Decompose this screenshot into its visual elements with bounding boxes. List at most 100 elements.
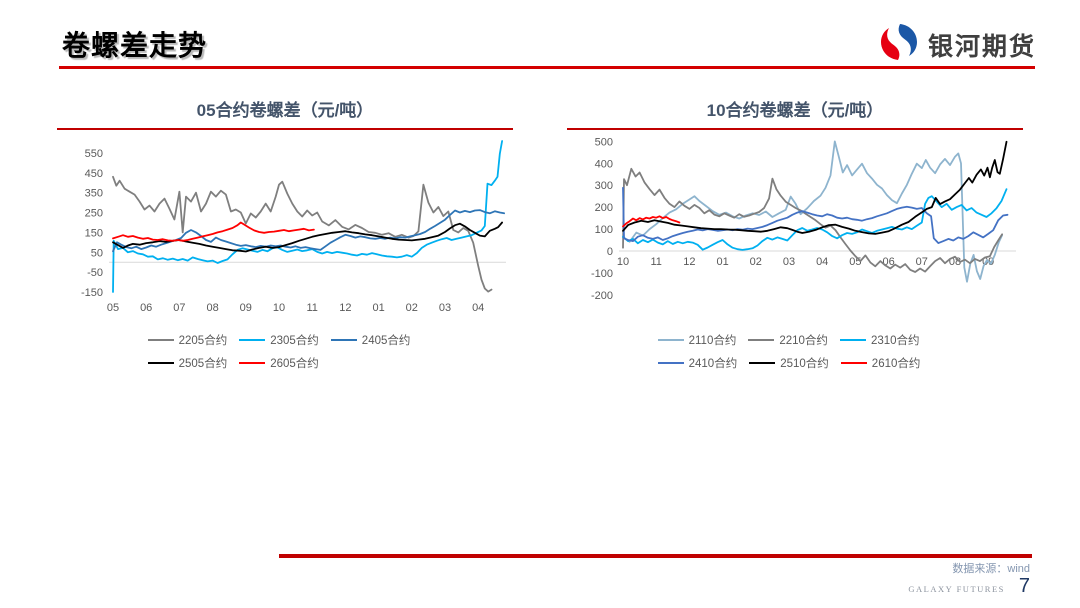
legend-item-2505: 2505合约	[147, 355, 228, 371]
brand-name: 银河期货	[927, 32, 1036, 61]
legend-swatch-2310	[839, 339, 866, 341]
x-tick-label: 06	[140, 302, 152, 314]
chart-title-rule-05	[57, 128, 513, 130]
legend-swatch-2110	[657, 339, 684, 341]
chart-card-05: 05合约卷螺差（元/吨） 550 450 350 250 150 50 -50 -150 05 0…	[57, 96, 513, 378]
y-tick-label: 100	[595, 224, 613, 236]
y-tick-label: -150	[81, 287, 103, 299]
chart-title-10: 10合约卷螺差（元/吨）	[706, 101, 884, 120]
series-line-2110	[622, 140, 1004, 283]
y-tick-label: -50	[87, 267, 103, 279]
legend-row: 2110合约 2210合约 2310合约	[657, 332, 933, 348]
legend-label: 2305合约	[270, 335, 319, 347]
y-tick-label: 400	[595, 158, 613, 170]
legend-item-2210: 2210合约	[748, 332, 828, 348]
legend-swatch-2210	[748, 339, 775, 341]
legend-swatch-2505	[147, 362, 174, 364]
legend-10: 2110合约 2210合约 2310合约 2410合约 2510合约 2610合约	[657, 332, 933, 371]
legend-label: 2505合约	[178, 358, 228, 370]
y-tick-label: 200	[595, 202, 613, 214]
legend-label: 2510合约	[780, 358, 829, 370]
series-line-2410	[622, 186, 1009, 244]
spread-chart-10: 500 400 300 200 100 0 -100 -200 10 11 12 01 02 03 04 05…	[591, 136, 1016, 302]
x-tick-label: 02	[406, 302, 418, 314]
y-tick-label: 350	[85, 188, 103, 200]
logo-red-swirl	[880, 28, 900, 60]
footer-rule	[279, 554, 1032, 558]
legend-swatch-2410	[657, 362, 684, 364]
x-tick-label: 11	[306, 302, 317, 314]
legend-label: 2205合约	[178, 335, 228, 347]
series-line-2610	[622, 215, 681, 228]
x-tick-label: 11	[650, 256, 661, 268]
y-tick-label: 150	[85, 227, 103, 239]
x-tick-label: 05	[107, 302, 119, 314]
x-tick-label: 12	[339, 302, 351, 314]
header-rule	[59, 66, 1035, 69]
chart-card-10: 10合约卷螺差（元/吨） 500 400 300 200 100 0 -100 -200 10 1…	[567, 96, 1023, 378]
x-tick-label: 03	[439, 302, 451, 314]
legend-swatch-2205	[147, 339, 174, 341]
x-tick-label: 04	[472, 302, 484, 314]
company-logo: 银河期货	[879, 22, 1036, 67]
legend-item-2305: 2305合约	[239, 332, 319, 348]
legend-swatch-2510	[749, 362, 776, 364]
legend-item-2510: 2510合约	[749, 355, 829, 371]
x-tick-label: 10	[617, 256, 629, 268]
series-line-2205	[112, 175, 493, 293]
x-tick-label: 05	[849, 256, 861, 268]
legend-item-2405: 2405合约	[330, 332, 411, 348]
series-line-2605	[112, 221, 315, 242]
legend-label: 2110合约	[688, 335, 737, 347]
spread-chart-05: 550 450 350 250 150 50 -50 -150 05 06 07 08 09 10 11 12…	[81, 140, 506, 314]
legend-label: 2210合约	[779, 335, 828, 347]
chart-title-05: 05合约卷螺差（元/吨）	[196, 101, 374, 120]
y-tick-label: 250	[85, 208, 103, 220]
logo-blue-swirl	[898, 24, 917, 56]
y-tick-label: -200	[591, 290, 613, 302]
legend-item-2110: 2110合约	[657, 332, 737, 348]
x-tick-label: 02	[750, 256, 762, 268]
y-tick-label: 500	[595, 136, 613, 148]
legend-swatch-2610	[840, 362, 867, 364]
x-tick-label: 07	[173, 302, 185, 314]
page-number: 7	[1018, 575, 1030, 597]
legend-item-2410: 2410合约	[657, 355, 737, 371]
legend-item-2605: 2605合约	[239, 355, 319, 371]
legend-swatch-2305	[239, 339, 266, 341]
x-tick-label: 12	[683, 256, 695, 268]
page-title: 卷螺差走势	[62, 30, 208, 61]
legend-item-2310: 2310合约	[839, 332, 920, 348]
y-tick-label: -100	[591, 268, 613, 280]
y-tick-label: 450	[85, 168, 103, 180]
x-tick-label: 03	[783, 256, 795, 268]
x-tick-label: 01	[716, 256, 728, 268]
legend-label: 2605合约	[270, 358, 319, 370]
legend-row: 2505合约 2605合约	[147, 355, 423, 371]
x-tick-label: 07	[916, 256, 928, 268]
legend-05: 2205合约 2305合约 2405合约 2505合约 2605合约	[147, 332, 423, 371]
chart-title-rule-10	[567, 128, 1023, 130]
legend-item-2610: 2610合约	[840, 355, 921, 371]
x-tick-label: 10	[273, 302, 285, 314]
series-line-2510	[622, 140, 1008, 235]
legend-label: 2310合约	[870, 335, 920, 347]
y-tick-label: 300	[595, 180, 613, 192]
footer-brand: GALAXY FUTURES 7	[908, 575, 1030, 598]
x-tick-label: 09	[240, 302, 252, 314]
x-tick-label: 08	[206, 302, 218, 314]
x-tick-label: 01	[372, 302, 384, 314]
series-line-2310	[622, 188, 1008, 251]
legend-label: 2405合约	[361, 335, 411, 347]
galaxy-swirl-icon	[879, 22, 919, 67]
data-source-label: 数据来源：wind	[952, 563, 1030, 575]
y-tick-label: 0	[607, 246, 613, 258]
legend-row: 2205合约 2305合约 2405合约	[147, 332, 423, 348]
legend-label: 2610合约	[871, 358, 921, 370]
legend-item-2205: 2205合约	[147, 332, 228, 348]
x-tick-label: 04	[816, 256, 828, 268]
legend-row: 2410合约 2510合约 2610合约	[657, 355, 933, 371]
legend-swatch-2605	[239, 362, 266, 364]
brand-name-english: GALAXY FUTURES	[908, 584, 1005, 594]
